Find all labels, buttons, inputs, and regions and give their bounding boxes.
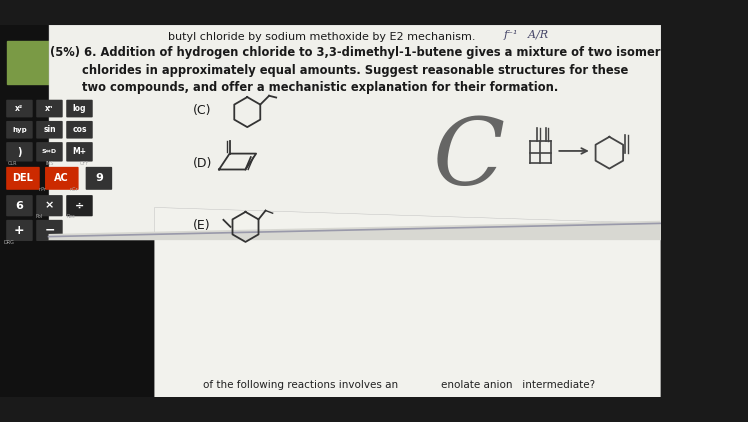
Text: sin: sin (43, 125, 56, 134)
FancyBboxPatch shape (6, 195, 33, 216)
FancyBboxPatch shape (6, 142, 33, 162)
FancyBboxPatch shape (45, 167, 79, 190)
Text: OFF: OFF (80, 161, 90, 166)
FancyBboxPatch shape (67, 195, 93, 216)
Text: (5%) 6. Addition of hydrogen chloride to 3,3-dimethyl-1-butene gives a mixture o: (5%) 6. Addition of hydrogen chloride to… (50, 46, 672, 59)
Text: of the following reactions involves an: of the following reactions involves an (203, 380, 402, 390)
Text: ): ) (17, 147, 22, 157)
FancyBboxPatch shape (36, 100, 63, 117)
Text: 9: 9 (95, 173, 102, 183)
FancyBboxPatch shape (6, 121, 33, 138)
FancyBboxPatch shape (86, 167, 112, 190)
Text: AC: AC (55, 173, 70, 183)
Polygon shape (49, 221, 660, 240)
Polygon shape (155, 208, 660, 398)
Text: (E): (E) (192, 219, 210, 232)
Text: S⇔D: S⇔D (42, 149, 57, 154)
Text: intermediate?: intermediate? (519, 380, 595, 390)
FancyBboxPatch shape (6, 100, 33, 117)
Text: Rec: Rec (67, 214, 75, 219)
Text: x²: x² (15, 104, 23, 113)
Polygon shape (49, 24, 660, 240)
FancyBboxPatch shape (6, 167, 40, 190)
Text: ×: × (45, 201, 54, 211)
FancyBboxPatch shape (36, 220, 63, 241)
Bar (7, 41, 131, 84)
Text: ÷: ÷ (75, 201, 84, 211)
FancyBboxPatch shape (36, 121, 63, 138)
Text: two compounds, and offer a mechanistic explanation for their formation.: two compounds, and offer a mechanistic e… (50, 81, 559, 94)
Text: (D): (D) (192, 157, 212, 170)
Text: DRG: DRG (4, 241, 14, 246)
Text: nPr: nPr (38, 187, 46, 192)
FancyBboxPatch shape (6, 220, 33, 241)
Text: xⁿ: xⁿ (46, 104, 54, 113)
Text: cos: cos (73, 125, 87, 134)
FancyBboxPatch shape (67, 121, 93, 138)
FancyBboxPatch shape (36, 142, 63, 162)
Text: +: + (14, 224, 25, 237)
Text: f⁻¹   A/R: f⁻¹ A/R (503, 30, 548, 40)
Text: C: C (432, 114, 504, 204)
Text: CLR: CLR (7, 161, 17, 166)
Text: log: log (73, 104, 86, 113)
Text: Pol: Pol (35, 214, 43, 219)
Text: butyl chloride by sodium methoxide by E2 mechanism.: butyl chloride by sodium methoxide by E2… (168, 32, 475, 42)
Text: (C): (C) (192, 104, 211, 117)
Text: 6: 6 (16, 201, 23, 211)
Text: enolate anion: enolate anion (441, 380, 512, 390)
Text: nCr: nCr (70, 187, 79, 192)
FancyBboxPatch shape (36, 195, 63, 216)
Text: DEL: DEL (13, 173, 34, 183)
Bar (0, 24, 155, 398)
FancyBboxPatch shape (67, 100, 93, 117)
Text: hyp: hyp (12, 127, 27, 133)
Text: −: − (44, 224, 55, 237)
FancyBboxPatch shape (67, 142, 93, 162)
Text: M+: M+ (73, 147, 87, 156)
Text: INS: INS (46, 161, 54, 166)
Text: chlorides in approximately equal amounts. Suggest reasonable structures for thes: chlorides in approximately equal amounts… (50, 64, 628, 76)
